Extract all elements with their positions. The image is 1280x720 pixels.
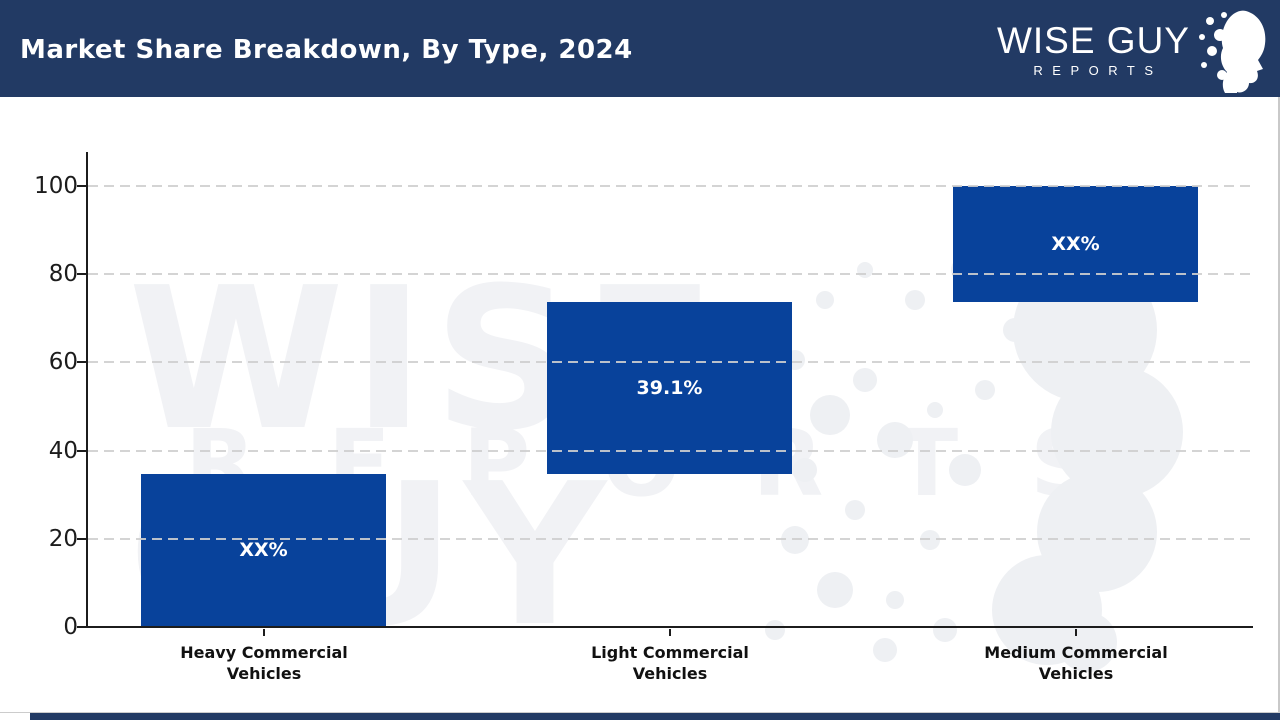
y-tick-mark bbox=[77, 273, 86, 276]
y-tick-label: 0 bbox=[63, 614, 78, 640]
x-category-label: Heavy Commercial Vehicles bbox=[180, 643, 348, 683]
logo-brand-text: WISE GUY bbox=[996, 20, 1190, 61]
right-border bbox=[1278, 97, 1280, 712]
y-tick-mark bbox=[77, 185, 86, 187]
y-tick-mark bbox=[77, 361, 86, 364]
y-tick-label: 60 bbox=[48, 349, 78, 376]
header-bar: Market Share Breakdown, By Type, 2024 WI… bbox=[0, 0, 1280, 97]
bar-value-label: XX% bbox=[239, 539, 288, 562]
logo-text: WISE GUY REPORTS bbox=[996, 20, 1190, 79]
gridline bbox=[88, 537, 1253, 540]
y-tick-mark bbox=[77, 537, 86, 540]
gridline bbox=[88, 449, 1253, 452]
x-category-label: Light Commercial Vehicles bbox=[591, 643, 749, 683]
x-axis-line bbox=[86, 626, 1253, 628]
footer-accent-bar bbox=[30, 713, 1280, 720]
bottom-hairline bbox=[0, 712, 1280, 713]
logo-face-icon bbox=[1199, 10, 1266, 93]
x-tick-mark bbox=[263, 629, 265, 636]
page-title: Market Share Breakdown, By Type, 2024 bbox=[20, 35, 633, 65]
y-tick-label: 20 bbox=[48, 525, 78, 552]
y-tick-label: 80 bbox=[48, 261, 78, 288]
bar-segment bbox=[141, 473, 386, 627]
x-tick-mark bbox=[1075, 629, 1077, 636]
y-tick-mark bbox=[77, 449, 86, 452]
y-tick-mark bbox=[77, 626, 86, 628]
gridline bbox=[88, 273, 1253, 276]
logo-reports-text: REPORTS bbox=[1033, 63, 1163, 78]
y-axis-line bbox=[86, 152, 88, 628]
bar-value-label: XX% bbox=[1051, 232, 1100, 255]
bar-segment bbox=[547, 301, 792, 474]
gridline bbox=[88, 185, 1253, 187]
wise-guy-reports-logo: WISE GUY REPORTS bbox=[996, 8, 1268, 93]
x-tick-mark bbox=[669, 629, 671, 636]
y-tick-label: 40 bbox=[48, 437, 78, 464]
y-tick-label: 100 bbox=[34, 173, 78, 199]
x-category-label: Medium Commercial Vehicles bbox=[984, 643, 1168, 683]
bar-value-label: 39.1% bbox=[636, 376, 703, 399]
gridline bbox=[88, 361, 1253, 364]
